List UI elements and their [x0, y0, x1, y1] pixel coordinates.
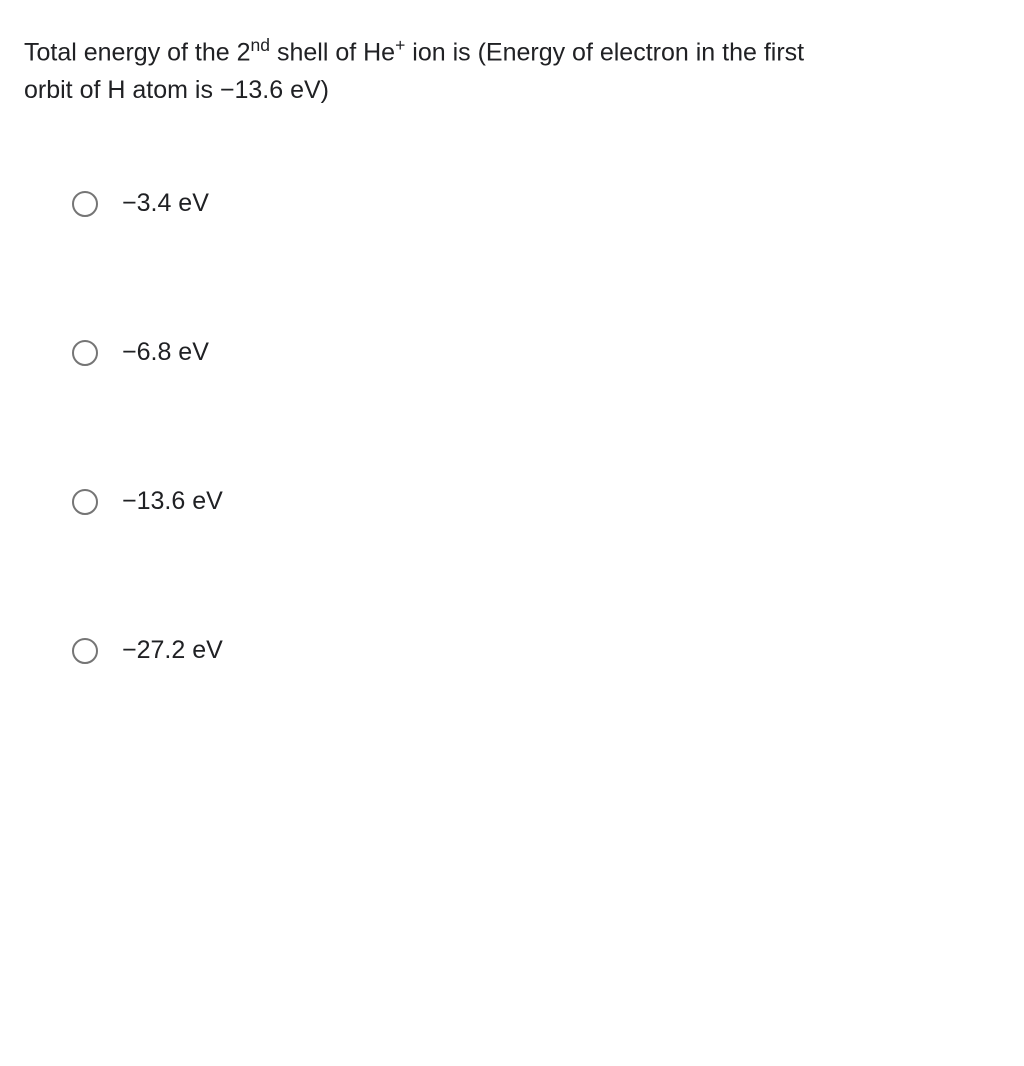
radio-icon — [72, 489, 98, 515]
question-line2: orbit of H atom is −13.6 eV) — [24, 76, 329, 104]
option-4[interactable]: −27.2 eV — [72, 636, 1000, 665]
options-container: −3.4 eV −6.8 eV −13.6 eV −27.2 eV — [24, 189, 1000, 665]
question-line1-part2: shell of He — [270, 38, 395, 66]
question-sup2: + — [395, 35, 405, 55]
option-3-label: −13.6 eV — [122, 487, 223, 516]
option-2-label: −6.8 eV — [122, 338, 209, 367]
radio-icon — [72, 340, 98, 366]
option-2[interactable]: −6.8 eV — [72, 338, 1000, 367]
question-text: Total energy of the 2nd shell of He+ ion… — [24, 32, 1000, 109]
radio-icon — [72, 191, 98, 217]
option-1-label: −3.4 eV — [122, 189, 209, 218]
question-sup1: nd — [251, 35, 270, 55]
radio-icon — [72, 638, 98, 664]
question-line1-part3: ion is (Energy of electron in the first — [405, 38, 804, 66]
option-3[interactable]: −13.6 eV — [72, 487, 1000, 516]
option-4-label: −27.2 eV — [122, 636, 223, 665]
option-1[interactable]: −3.4 eV — [72, 189, 1000, 218]
question-line1-part1: Total energy of the 2 — [24, 38, 251, 66]
